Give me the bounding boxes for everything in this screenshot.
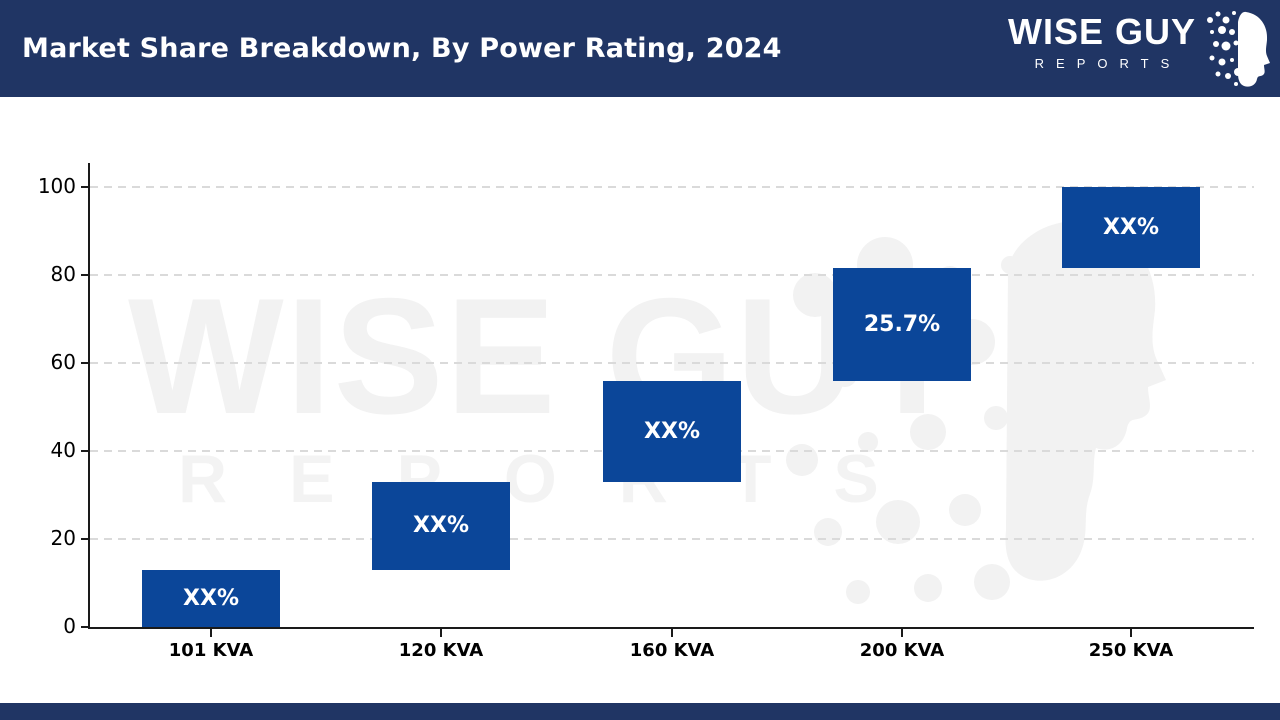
y-tick-label: 80 [50, 262, 76, 286]
bar: XX% [1062, 187, 1200, 268]
y-axis-tick [81, 450, 88, 452]
y-axis-tick [81, 186, 88, 188]
x-axis-tick [1130, 629, 1132, 637]
brand-logo-wordmark: WISE GUY [1007, 11, 1196, 52]
x-tick-label: 200 KVA [859, 640, 945, 661]
grid-line [90, 186, 1254, 188]
watermark-reports: REPORTS [178, 441, 941, 517]
y-axis-tick [81, 626, 88, 628]
x-axis-line [88, 627, 1254, 629]
x-tick-label: 101 KVA [168, 640, 254, 661]
grid-line [90, 274, 1254, 276]
x-tick-label: 250 KVA [1088, 640, 1174, 661]
bar: 25.7% [833, 267, 971, 381]
brand-logo-subtext: REPORTS [1034, 56, 1182, 71]
bar-label: XX% [1103, 214, 1159, 240]
y-tick-label: 100 [37, 174, 76, 198]
x-axis-tick [671, 629, 673, 637]
x-axis-tick [210, 629, 212, 637]
bar: XX% [603, 380, 741, 482]
bar-label: XX% [413, 513, 469, 539]
y-tick-label: 0 [63, 614, 76, 638]
bar-label: XX% [183, 585, 239, 611]
brand-logo: WISE GUY REPORTS [1007, 11, 1196, 71]
watermark-head-dots [786, 221, 1166, 604]
x-axis-tick [440, 629, 442, 637]
y-axis-tick [81, 274, 88, 276]
x-axis-tick [901, 629, 903, 637]
bar: XX% [142, 569, 280, 627]
grid-line [90, 362, 1254, 364]
bar-label: 25.7% [863, 311, 941, 337]
y-tick-label: 60 [50, 350, 76, 374]
footer-bar [0, 703, 1280, 720]
bar-label: XX% [644, 418, 700, 444]
chart-title: Market Share Breakdown, By Power Rating,… [22, 33, 782, 64]
y-tick-label: 40 [50, 438, 76, 462]
header-bar: Market Share Breakdown, By Power Rating,… [0, 0, 1280, 97]
grid-line [90, 538, 1254, 540]
brand-face-icon [1207, 11, 1270, 87]
y-tick-label: 20 [50, 526, 76, 550]
y-axis-tick [81, 362, 88, 364]
y-axis-tick [81, 538, 88, 540]
x-tick-label: 160 KVA [629, 640, 715, 661]
x-tick-label: 120 KVA [398, 640, 484, 661]
y-axis-line [88, 163, 90, 629]
bar: XX% [372, 481, 510, 570]
